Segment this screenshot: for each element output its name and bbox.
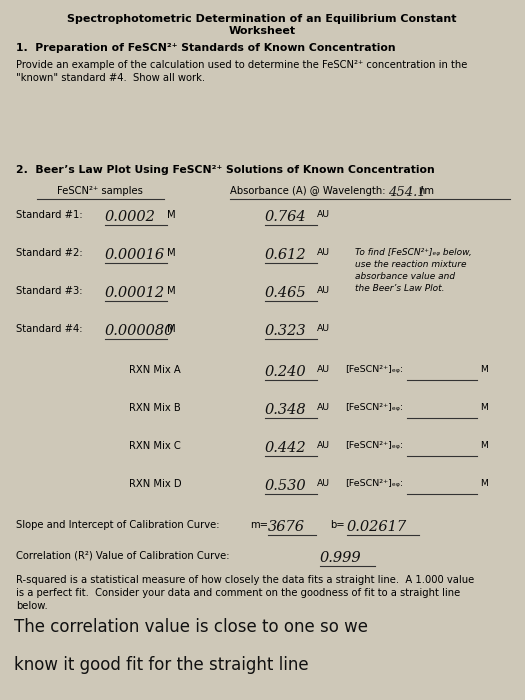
Text: Provide an example of the calculation used to determine the FeSCN²⁺ concentratio: Provide an example of the calculation us… (16, 60, 467, 70)
Text: R-squared is a statistical measure of how closely the data fits a straight line.: R-squared is a statistical measure of ho… (16, 575, 474, 585)
Text: the Beer’s Law Plot.: the Beer’s Law Plot. (355, 284, 445, 293)
Text: Standard #3:: Standard #3: (16, 286, 82, 296)
Text: [FeSCN²⁺]ₑᵩ:: [FeSCN²⁺]ₑᵩ: (345, 479, 403, 488)
Text: AU: AU (317, 479, 330, 488)
Text: 0.999: 0.999 (320, 551, 362, 565)
Text: AU: AU (317, 248, 330, 257)
Text: "known" standard #4.  Show all work.: "known" standard #4. Show all work. (16, 73, 205, 83)
Text: 0.530: 0.530 (265, 479, 307, 493)
Text: M: M (480, 479, 488, 488)
Text: 0.612: 0.612 (265, 248, 307, 262)
Text: 3676: 3676 (268, 520, 305, 534)
Text: is a perfect fit.  Consider your data and comment on the goodness of fit to a st: is a perfect fit. Consider your data and… (16, 588, 460, 598)
Text: 2.  Beer’s Law Plot Using FeSCN²⁺ Solutions of Known Concentration: 2. Beer’s Law Plot Using FeSCN²⁺ Solutio… (16, 165, 435, 175)
Text: 0.764: 0.764 (265, 210, 307, 224)
Text: b=: b= (330, 520, 344, 530)
Text: 1.  Preparation of FeSCN²⁺ Standards of Known Concentration: 1. Preparation of FeSCN²⁺ Standards of K… (16, 43, 396, 53)
Text: [FeSCN²⁺]ₑᵩ:: [FeSCN²⁺]ₑᵩ: (345, 403, 403, 412)
Text: RXN Mix C: RXN Mix C (129, 441, 181, 451)
Text: M: M (167, 248, 176, 258)
Text: 0.348: 0.348 (265, 403, 307, 417)
Text: 0.00016: 0.00016 (105, 248, 165, 262)
Text: 0.442: 0.442 (265, 441, 307, 455)
Text: 0.000080: 0.000080 (105, 324, 174, 338)
Text: M: M (480, 365, 488, 374)
Text: M: M (167, 210, 176, 220)
Text: absorbance value and: absorbance value and (355, 272, 455, 281)
Text: m=: m= (250, 520, 268, 530)
Text: AU: AU (317, 365, 330, 374)
Text: Slope and Intercept of Calibration Curve:: Slope and Intercept of Calibration Curve… (16, 520, 219, 530)
Text: 0.0002: 0.0002 (105, 210, 156, 224)
Text: M: M (480, 441, 488, 450)
Text: AU: AU (317, 286, 330, 295)
Text: know it good fit for the straight line: know it good fit for the straight line (14, 656, 309, 674)
Text: AU: AU (317, 441, 330, 450)
Text: Standard #2:: Standard #2: (16, 248, 82, 258)
Text: 0.02617: 0.02617 (347, 520, 407, 534)
Text: M: M (167, 286, 176, 296)
Text: AU: AU (317, 210, 330, 219)
Text: The correlation value is close to one so we: The correlation value is close to one so… (14, 618, 368, 636)
Text: 0.323: 0.323 (265, 324, 307, 338)
Text: RXN Mix A: RXN Mix A (129, 365, 181, 375)
Text: Worksheet: Worksheet (228, 26, 296, 36)
Text: Standard #4:: Standard #4: (16, 324, 82, 334)
Text: FeSCN²⁺ samples: FeSCN²⁺ samples (57, 186, 143, 196)
Text: [FeSCN²⁺]ₑᵩ:: [FeSCN²⁺]ₑᵩ: (345, 365, 403, 374)
Text: below.: below. (16, 601, 48, 611)
Text: M: M (167, 324, 176, 334)
Text: AU: AU (317, 324, 330, 333)
Text: RXN Mix B: RXN Mix B (129, 403, 181, 413)
Text: AU: AU (317, 403, 330, 412)
Text: M: M (480, 403, 488, 412)
Text: Standard #1:: Standard #1: (16, 210, 82, 220)
Text: use the reaction mixture: use the reaction mixture (355, 260, 467, 269)
Text: To find [FeSCN²⁺]ₑᵩ below,: To find [FeSCN²⁺]ₑᵩ below, (355, 248, 472, 257)
Text: 0.00012: 0.00012 (105, 286, 165, 300)
Text: Spectrophotometric Determination of an Equilibrium Constant: Spectrophotometric Determination of an E… (67, 14, 457, 24)
Text: 0.465: 0.465 (265, 286, 307, 300)
Text: Correlation (R²) Value of Calibration Curve:: Correlation (R²) Value of Calibration Cu… (16, 551, 229, 561)
Text: Absorbance (A) @ Wavelength:: Absorbance (A) @ Wavelength: (230, 186, 385, 196)
Text: RXN Mix D: RXN Mix D (129, 479, 181, 489)
Text: 0.240: 0.240 (265, 365, 307, 379)
Text: nm: nm (418, 186, 434, 196)
Text: 454.1: 454.1 (388, 186, 426, 199)
Text: [FeSCN²⁺]ₑᵩ:: [FeSCN²⁺]ₑᵩ: (345, 441, 403, 450)
